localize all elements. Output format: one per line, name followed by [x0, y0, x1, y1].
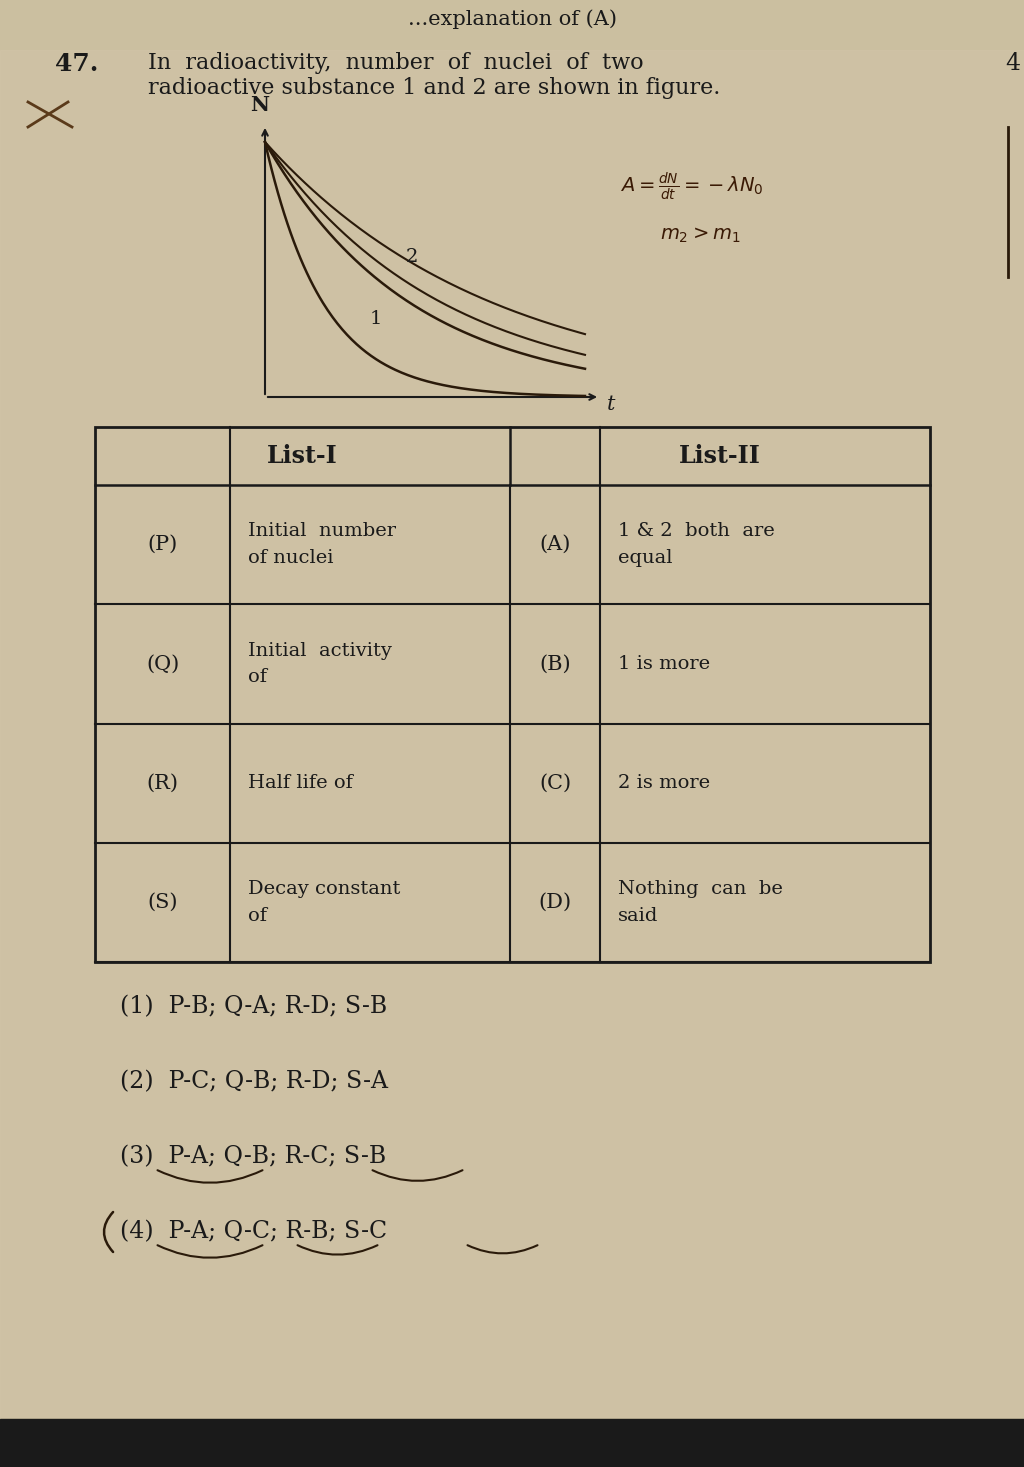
Text: $A = \frac{dN}{dt} = -\lambda N_0$: $A = \frac{dN}{dt} = -\lambda N_0$ [620, 172, 763, 202]
Bar [0, 1419, 1024, 1467]
Text: In  radioactivity,  number  of  nuclei  of  two: In radioactivity, number of nuclei of tw… [148, 51, 644, 73]
Text: 47.: 47. [55, 51, 98, 76]
Text: (P): (P) [147, 535, 177, 555]
Text: 2: 2 [406, 248, 418, 267]
Text: (A): (A) [540, 535, 570, 555]
Text: (3)  P-A; Q-B; R-C; S-B: (3) P-A; Q-B; R-C; S-B [120, 1146, 386, 1169]
Text: Initial  number
of nuclei: Initial number of nuclei [248, 522, 396, 566]
Text: t: t [607, 396, 615, 415]
Text: 4: 4 [1005, 51, 1020, 75]
Text: Half life of: Half life of [248, 775, 353, 792]
Bar [95, 427, 930, 962]
Text: (C): (C) [539, 773, 571, 792]
Text: List-II: List-II [679, 445, 761, 468]
Text: (1)  P-B; Q-A; R-D; S-B: (1) P-B; Q-A; R-D; S-B [120, 996, 387, 1018]
Text: (2)  P-C; Q-B; R-D; S-A: (2) P-C; Q-B; R-D; S-A [120, 1071, 388, 1093]
Text: MAJOR LEADER & ACHIEVER TEST SERIES / JOINT PACKAGE COURS: MAJOR LEADER & ACHIEVER TEST SERIES / JO… [156, 1435, 868, 1452]
Text: (S): (S) [147, 893, 178, 912]
Text: List-I: List-I [267, 445, 338, 468]
Text: ...explanation of (A): ...explanation of (A) [408, 9, 616, 29]
Text: radioactive substance 1 and 2 are shown in figure.: radioactive substance 1 and 2 are shown … [148, 76, 720, 98]
Text: 1: 1 [370, 310, 382, 329]
Text: 1 is more: 1 is more [618, 654, 710, 673]
Text: (R): (R) [146, 773, 178, 792]
Text: N: N [251, 95, 269, 114]
Text: 2 is more: 2 is more [618, 775, 710, 792]
Text: (4)  P-A; Q-C; R-B; S-C: (4) P-A; Q-C; R-B; S-C [120, 1221, 387, 1244]
Text: $m_2 > m_1$: $m_2 > m_1$ [660, 226, 740, 245]
Text: (Q): (Q) [145, 654, 179, 673]
Text: (D): (D) [539, 893, 571, 912]
Text: Nothing  can  be
said: Nothing can be said [618, 880, 783, 924]
Text: Initial  activity
of: Initial activity of [248, 641, 392, 687]
Text: 1 & 2  both  are
equal: 1 & 2 both are equal [618, 522, 775, 566]
Text: (B): (B) [540, 654, 570, 673]
Text: Decay constant
of: Decay constant of [248, 880, 400, 924]
